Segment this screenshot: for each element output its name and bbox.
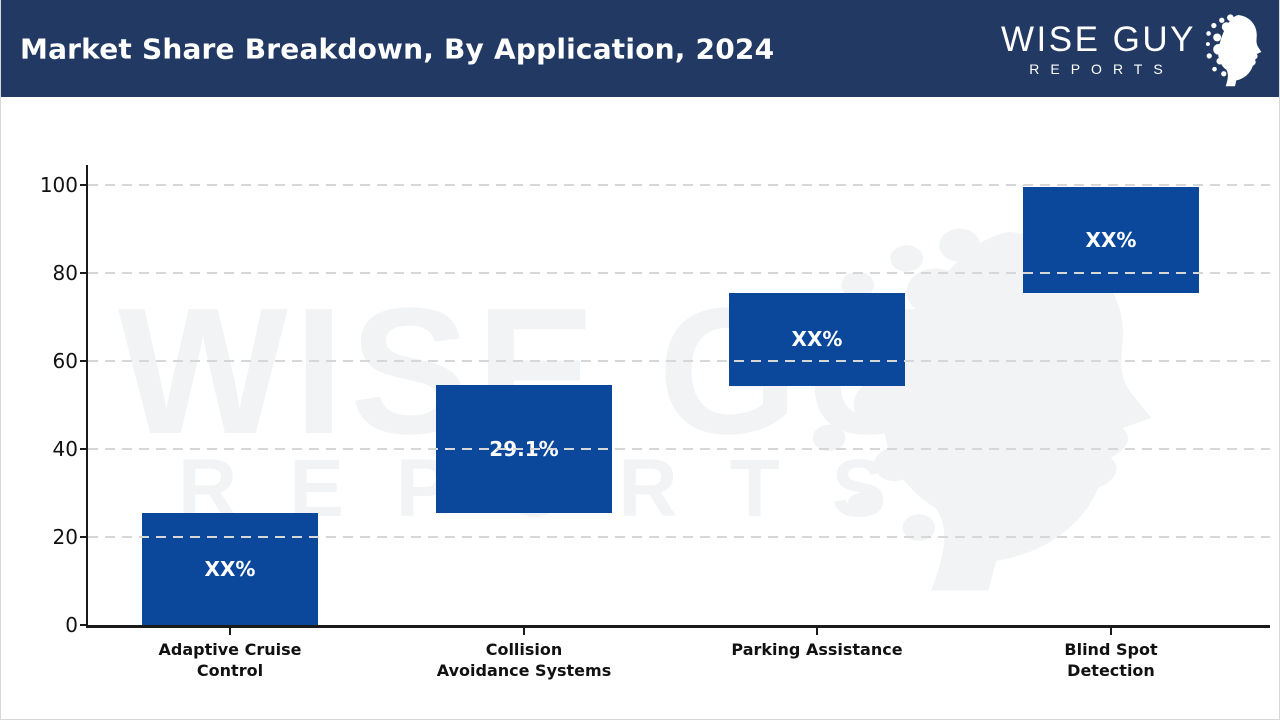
y-tick-label-100: 100	[39, 173, 78, 197]
bar-blind-spot-detection: XX%	[1023, 186, 1199, 293]
y-tick-label-0: 0	[65, 613, 78, 637]
gridline-80	[88, 272, 1270, 274]
gridline-20	[88, 536, 1270, 538]
brand-wordmark: WISE GUY REPORTS	[1001, 21, 1196, 77]
x-category-label: Parking Assistance	[731, 640, 903, 659]
y-tick-100	[80, 184, 88, 186]
page-title: Market Share Breakdown, By Application, …	[20, 32, 775, 65]
bar-parking-assistance: XX%	[729, 292, 905, 386]
x-tick-1	[523, 627, 525, 635]
y-tick-label-60: 60	[52, 349, 78, 373]
bar-value-label: XX%	[1085, 227, 1137, 252]
brand-logo: WISE GUY REPORTS	[1001, 6, 1266, 92]
x-tick-2	[816, 627, 818, 635]
gridline-40	[88, 448, 1270, 450]
y-tick-20	[80, 536, 88, 538]
x-category-label: Adaptive Cruise Control	[158, 640, 302, 680]
gridline-60	[88, 360, 1270, 362]
brand-face-icon	[1205, 14, 1262, 87]
y-tick-label-80: 80	[52, 261, 78, 285]
x-axis	[86, 625, 1270, 628]
y-tick-40	[80, 448, 88, 450]
gridline-100	[88, 184, 1270, 186]
y-tick-label-40: 40	[52, 437, 78, 461]
x-tick-3	[1110, 627, 1112, 635]
bar-value-label: XX%	[791, 327, 843, 352]
x-tick-0	[229, 627, 231, 635]
bar-value-label: XX%	[204, 556, 256, 581]
x-category-label: Blind Spot Detection	[1064, 640, 1158, 680]
brand-name: WISE GUY	[1000, 20, 1196, 60]
y-axis	[86, 165, 88, 628]
y-tick-80	[80, 272, 88, 274]
x-category-label: Collision Avoidance Systems	[436, 640, 612, 680]
brand-subtitle: REPORTS	[1029, 60, 1174, 77]
y-tick-0	[80, 624, 88, 626]
y-tick-label-20: 20	[52, 525, 78, 549]
header: Market Share Breakdown, By Application, …	[0, 0, 1280, 97]
y-tick-60	[80, 360, 88, 362]
bar-adaptive-cruise-control: XX%	[142, 512, 318, 625]
